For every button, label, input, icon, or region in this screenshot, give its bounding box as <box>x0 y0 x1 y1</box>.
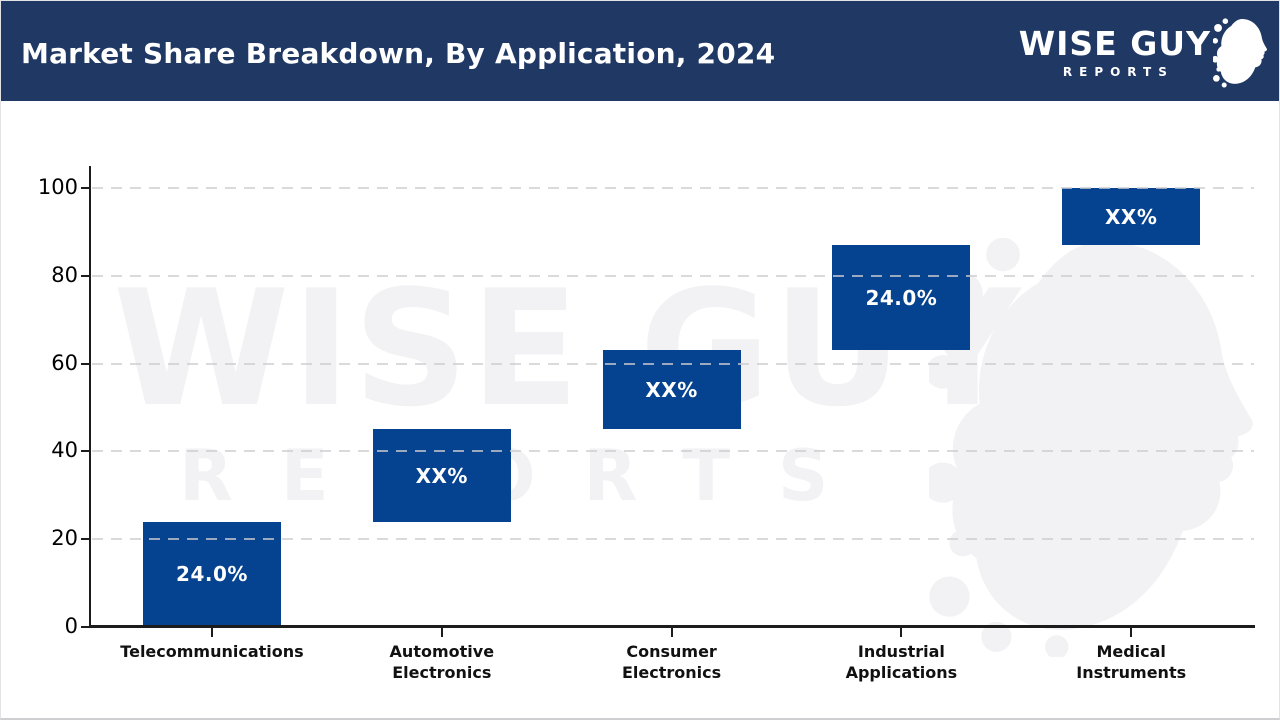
bar-value-label: XX% <box>415 463 468 488</box>
y-tick-label-20: 20 <box>51 526 78 551</box>
gridline-80 <box>92 274 1254 277</box>
y-tick-label-40: 40 <box>51 438 78 463</box>
y-tick-100 <box>81 187 90 189</box>
y-tick-label-80: 80 <box>51 262 78 287</box>
logo-text: WISE GUY REPORTS <box>1018 23 1211 79</box>
bar-value-label: 24.0% <box>176 562 248 587</box>
bar-value-label: XX% <box>1104 204 1158 229</box>
x-tick-4 <box>1130 628 1133 637</box>
logo-head-icon <box>1213 18 1268 88</box>
page-title: Market Share Breakdown, By Application, … <box>21 37 776 70</box>
bar-value-label: 24.0% <box>865 285 938 310</box>
gridline-20 <box>92 538 1254 541</box>
y-axis-line <box>89 166 91 628</box>
y-tick-label-100: 100 <box>37 175 78 199</box>
wise-guy-logo: WISE GUY REPORTS <box>1019 9 1269 95</box>
y-tick-20 <box>81 538 90 541</box>
x-tick-2 <box>670 628 673 637</box>
x-category-label: Industrial Applications <box>845 642 958 682</box>
x-tick-1 <box>440 628 443 637</box>
bar-segment: XX% <box>372 429 511 522</box>
y-tick-80 <box>81 274 90 277</box>
bar-segment: XX% <box>1062 188 1201 246</box>
x-tick-0 <box>211 628 213 637</box>
x-category-label: Medical Instruments <box>1076 642 1187 682</box>
gridline-100 <box>92 187 1254 189</box>
x-category-label: Consumer Electronics <box>622 642 722 682</box>
x-category-label: Telecommunications <box>120 642 304 661</box>
y-tick-0 <box>81 626 90 628</box>
y-tick-60 <box>81 362 90 365</box>
header-bar: Market Share Breakdown, By Application, … <box>1 1 1279 101</box>
logo-wordmark: WISE GUY <box>1018 23 1211 63</box>
y-tick-label-60: 60 <box>51 350 78 375</box>
bar-value-label: XX% <box>645 377 698 402</box>
x-tick-3 <box>900 628 903 637</box>
x-category-label: Automotive Electronics <box>389 642 495 682</box>
x-axis-line <box>89 625 1255 628</box>
y-tick-label-0: 0 <box>64 614 78 638</box>
bar-segment: 24.0% <box>832 245 971 351</box>
logo-subtext: REPORTS <box>1062 64 1174 79</box>
gridline-40 <box>92 450 1254 453</box>
plot-area: 0 20 40 60 80 100 24.0% Telecommunications XX% Au… <box>1 101 1279 718</box>
y-tick-40 <box>81 450 90 453</box>
gridline-60 <box>92 362 1254 365</box>
watermark-head-icon <box>929 237 1253 657</box>
